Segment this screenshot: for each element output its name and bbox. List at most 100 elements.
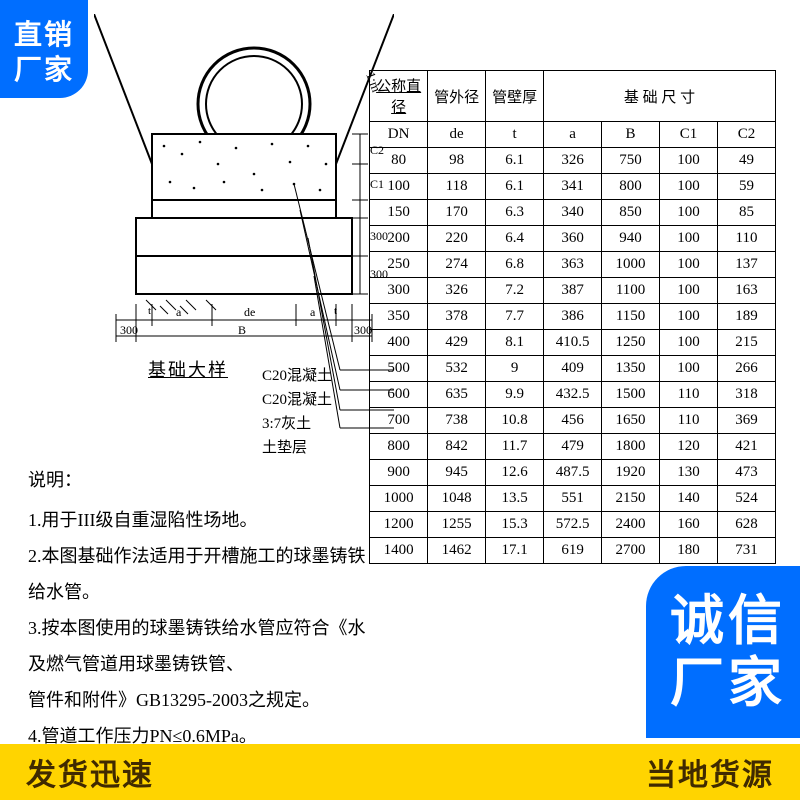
table-cell: 387 [544, 278, 602, 304]
foundation-diagram: 1:m [94, 14, 394, 434]
table-cell: 628 [718, 512, 776, 538]
table-row: 2002206.4360940100110 [370, 226, 776, 252]
table-cell: 6.4 [486, 226, 544, 252]
table-cell: 421 [718, 434, 776, 460]
note-2: 2.本图基础作法适用于开槽施工的球墨铸铁给水管。 [28, 538, 369, 610]
table-cell: 800 [602, 174, 660, 200]
table-cell: 800 [370, 434, 428, 460]
table-cell: 100 [660, 252, 718, 278]
table-row: 1000104813.55512150140524 [370, 486, 776, 512]
table-cell: 12.6 [486, 460, 544, 486]
footer-bar: 发货迅速 当地货源 [0, 744, 800, 800]
table-cell: 487.5 [544, 460, 602, 486]
sh-C1: C1 [660, 122, 718, 148]
table-cell: 100 [660, 330, 718, 356]
slope-label: 1:m [363, 70, 384, 94]
table-cell: 100 [660, 174, 718, 200]
table-row: 50053294091350100266 [370, 356, 776, 382]
table-cell: 738 [428, 408, 486, 434]
footer-left: 发货迅速 [26, 750, 154, 794]
table-cell: 900 [370, 460, 428, 486]
table-cell: 318 [718, 382, 776, 408]
table-cell: 110 [660, 382, 718, 408]
svg-text:t: t [334, 305, 337, 317]
table-cell: 100 [660, 148, 718, 174]
table-cell: 340 [544, 200, 602, 226]
table-cell: 2150 [602, 486, 660, 512]
table-cell: 163 [718, 278, 776, 304]
sh-B: B [602, 122, 660, 148]
left-column: 1:m [14, 14, 369, 734]
table-row: 70073810.84561650110369 [370, 408, 776, 434]
table-cell: 341 [544, 174, 602, 200]
table-cell: 473 [718, 460, 776, 486]
table-cell: 429 [428, 330, 486, 356]
table-cell: 2400 [602, 512, 660, 538]
table-cell: 945 [428, 460, 486, 486]
table-cell: 1150 [602, 304, 660, 330]
svg-text:300: 300 [354, 323, 372, 337]
sh-t: t [486, 122, 544, 148]
table-cell: 266 [718, 356, 776, 382]
table-row: 3503787.73861150100189 [370, 304, 776, 330]
table-cell: 456 [544, 408, 602, 434]
table-cell: 100 [660, 200, 718, 226]
table-cell: 220 [428, 226, 486, 252]
sh-C2: C2 [718, 122, 776, 148]
leader-3: 3:7灰土 [262, 412, 332, 436]
table-cell: 7.7 [486, 304, 544, 330]
table-cell: 10.8 [486, 408, 544, 434]
table-cell: 8.1 [486, 330, 544, 356]
table-cell: 9.9 [486, 382, 544, 408]
sh-de: de [428, 122, 486, 148]
table-cell: 9 [486, 356, 544, 382]
note-1: 1.用于III级自重湿陷性场地。 [28, 502, 369, 538]
table-row: 3003267.23871100100163 [370, 278, 776, 304]
note-3b: 管件和附件》GB13295-2003之规定。 [28, 682, 369, 718]
table-cell: 140 [660, 486, 718, 512]
leader-labels: C20混凝土 C20混凝土 3:7灰土 土垫层 [262, 364, 332, 460]
notes-block: 说明： 1.用于III级自重湿陷性场地。 2.本图基础作法适用于开槽施工的球墨铸… [28, 462, 369, 754]
leader-2: C20混凝土 [262, 388, 332, 412]
table-cell: 1650 [602, 408, 660, 434]
table-row: 80986.132675010049 [370, 148, 776, 174]
table-cell: 1400 [370, 538, 428, 564]
table-cell: 750 [602, 148, 660, 174]
table-cell: 409 [544, 356, 602, 382]
table-cell: 2700 [602, 538, 660, 564]
table-row: 4004298.1410.51250100215 [370, 330, 776, 356]
table-cell: 15.3 [486, 512, 544, 538]
th-t: 管壁厚 [486, 71, 544, 122]
table-cell: 1250 [602, 330, 660, 356]
svg-text:de: de [244, 305, 255, 319]
table-cell: 6.1 [486, 174, 544, 200]
table-row: 1400146217.16192700180731 [370, 538, 776, 564]
table-cell: 369 [718, 408, 776, 434]
table-cell: 386 [544, 304, 602, 330]
table-cell: 274 [428, 252, 486, 278]
table-cell: 180 [660, 538, 718, 564]
table-cell: 85 [718, 200, 776, 226]
table-cell: 100 [660, 278, 718, 304]
leader-4: 土垫层 [262, 436, 332, 460]
note-3: 3.按本图使用的球墨铸铁给水管应符合《水及燃气管道用球墨铸铁管、 [28, 610, 369, 682]
table-cell: 59 [718, 174, 776, 200]
diagram-svg: 1:m [94, 14, 394, 434]
table-cell: 326 [544, 148, 602, 174]
table-cell: 100 [660, 304, 718, 330]
table-cell: 1255 [428, 512, 486, 538]
spec-table: 公称直径 管外径 管壁厚 基 础 尺 寸 DN de t a B C1 C2 8… [369, 70, 776, 564]
notes-heading: 说明： [28, 462, 369, 498]
table-cell: 1200 [370, 512, 428, 538]
table-cell: 850 [602, 200, 660, 226]
table-cell: 120 [660, 434, 718, 460]
table-cell: 130 [660, 460, 718, 486]
table-cell: 1000 [370, 486, 428, 512]
table-cell: 378 [428, 304, 486, 330]
table-cell: 6.1 [486, 148, 544, 174]
table-cell: 524 [718, 486, 776, 512]
diagram-title: 基础大样 [148, 356, 228, 382]
table-cell: 432.5 [544, 382, 602, 408]
table-cell: 1100 [602, 278, 660, 304]
table-cell: 1000 [602, 252, 660, 278]
